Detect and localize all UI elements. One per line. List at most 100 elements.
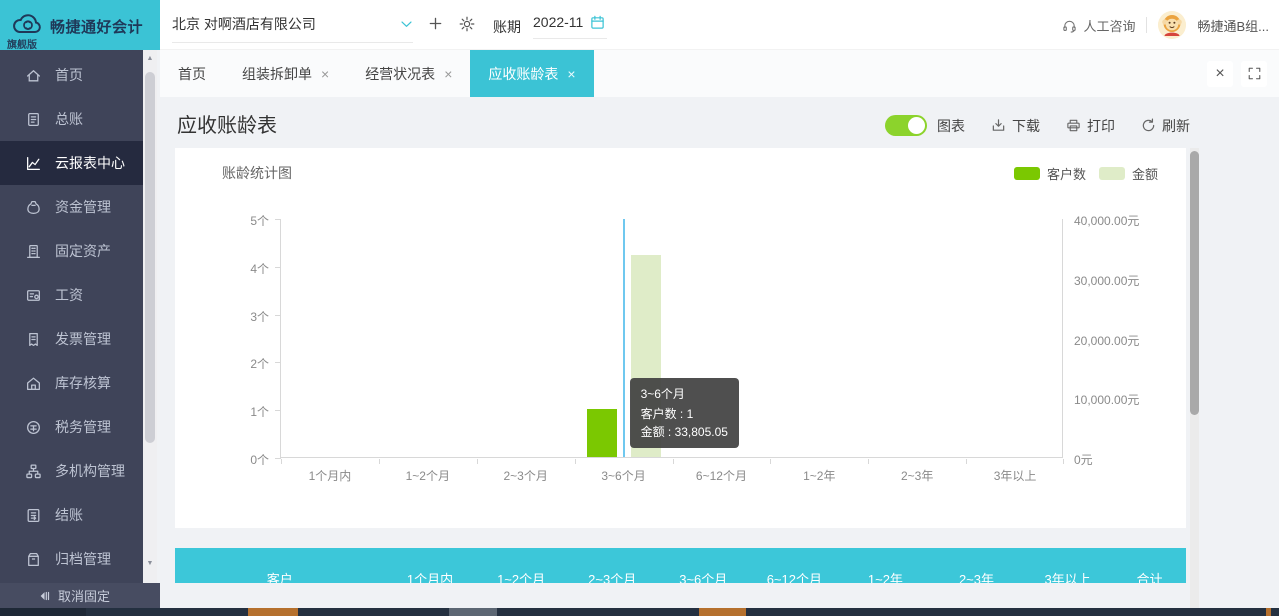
x-axis-label: 3~6个月 [601,469,646,483]
print-label: 打印 [1087,117,1115,134]
sidebar-scrollbar-thumb[interactable] [145,72,155,443]
settings-button[interactable] [459,16,475,37]
os-taskbar-strip [0,608,1279,616]
unpin-sidebar-button[interactable]: 取消固定 [0,583,160,608]
sidebar-nav: 首页 总账 云报表中心 资金管理 固定资产 工资 发票管理 库存核算 税务管理 … [0,50,143,583]
sidebar-item-label: 多机构管理 [55,463,125,479]
column-header: 2~3年 [958,572,995,583]
tooltip-line: 金额 : 33,805.05 [640,425,728,439]
close-icon: × [1215,64,1225,82]
tab-home[interactable]: 首页 [160,50,224,97]
user-avatar[interactable] [1158,11,1187,39]
left-axis-tick [275,458,281,459]
left-axis-tick [275,314,281,316]
sidebar-item-label: 资金管理 [55,199,111,215]
tab-label: 组装拆卸单 [242,65,312,82]
sidebar-item-inventory[interactable]: 库存核算 [0,361,143,405]
customers-swatch [1013,167,1040,180]
taskbar-segment [699,608,746,616]
company-selector[interactable]: 北京 对啊酒店有限公司 [172,14,413,43]
x-axis-tick [281,459,282,464]
left-axis-tick [275,219,281,220]
sidebar-item-salary[interactable]: 工资 [0,273,143,317]
column-header: 6~12个月 [766,572,822,583]
close-tab-icon[interactable]: × [567,65,576,82]
left-axis-label: 0个 [250,453,269,467]
left-axis-label: 2个 [250,357,269,372]
amount-swatch [1098,167,1125,180]
sidebar-item-home[interactable]: 首页 [0,53,143,97]
unpin-icon [40,590,50,601]
chart-title: 账龄统计图 [222,165,292,181]
close-tab-icon[interactable]: × [444,65,453,82]
refresh-label: 刷新 [1162,117,1190,134]
bar-chart-plot: 1个月内 1~2个月 2~3个月 3~6个月 6~12个月 1~2年 2~3年 3年以上 5个 4… [250,214,1139,483]
calendar-icon [591,15,605,29]
column-header: 合计 [1136,572,1163,583]
tab-bar: 首页 组装拆卸单 × 经营状况表 × 应收账龄表 × × [160,50,1279,97]
period-picker[interactable]: 2022-11 [533,14,607,39]
tab-assembly-order[interactable]: 组装拆卸单 × [224,50,347,97]
org-chart-icon [26,463,41,478]
sidebar-item-label: 结账 [55,507,83,523]
sidebar-item-invoice[interactable]: 发票管理 [0,317,143,361]
support-button[interactable]: 人工咨询 [1062,16,1135,35]
left-axis-label: 5个 [250,214,269,228]
scroll-up-icon[interactable]: ▲ [146,55,154,62]
add-account-button[interactable] [428,16,443,36]
sidebar-item-fixed-assets[interactable]: 固定资产 [0,229,143,273]
x-axis-tick [868,459,870,464]
left-axis-label: 3个 [250,309,269,324]
x-axis-label: 3年以上 [993,469,1037,483]
close-tab-icon[interactable]: × [321,65,330,82]
left-axis-label: 1个 [250,405,269,420]
book-arrow-icon [27,508,40,522]
chart-tooltip: 3~6个月 客户数 : 1 金额 : 33,805.05 [629,378,739,448]
period-label: 账期 [493,19,521,35]
x-axis-tick [378,459,380,464]
legend-item-amount[interactable]: 金额 [1098,164,1158,183]
tab-operating-report[interactable]: 经营状况表 × [347,50,470,97]
fullscreen-icon [1248,67,1260,80]
right-axis-label: 40,000.00元 [1074,214,1140,228]
x-axis-tick [672,459,674,464]
headset-icon [1063,20,1077,33]
taskbar-segment [449,608,497,616]
sidebar-item-general-ledger[interactable]: 总账 [0,97,143,141]
print-button[interactable]: 打印 [1066,116,1115,136]
user-name[interactable]: 畅捷通B组... [1197,18,1269,34]
scroll-down-icon[interactable]: ▼ [146,560,154,567]
sidebar-item-cloud-report-center[interactable]: 云报表中心 [0,141,143,185]
divider [1146,17,1148,33]
refresh-button[interactable]: 刷新 [1141,116,1190,136]
brand-edition-badge: 旗舰版 [7,40,37,51]
sidebar-item-tax[interactable]: 税务管理 [0,405,143,449]
right-axis-label: 30,000.00元 [1074,273,1140,288]
right-axis-label: 10,000.00元 [1074,393,1140,408]
taskbar-segment [248,608,298,616]
taskbar-segment [0,608,86,616]
fullscreen-button[interactable] [1241,60,1267,87]
download-button[interactable]: 下载 [991,116,1040,136]
printer-icon [1067,119,1080,132]
building-icon [27,244,40,258]
salary-card-icon [27,289,40,301]
right-axis-label: 0元 [1074,453,1093,467]
x-axis-label: 2~3个月 [503,469,548,483]
sidebar-item-archive[interactable]: 归档管理 [0,537,143,581]
receipt-icon [29,332,38,346]
tabbar-actions: × [1207,50,1279,97]
legend-item-customers[interactable]: 客户数 [1013,164,1086,183]
tab-receivable-aging[interactable]: 应收账龄表 × [470,50,594,97]
sidebar-item-funds[interactable]: 资金管理 [0,185,143,229]
sidebar-item-multi-org[interactable]: 多机构管理 [0,449,143,493]
column-header: 1个月内 [406,572,454,583]
sidebar-item-closing[interactable]: 结账 [0,493,143,537]
chart-view-toggle[interactable] [885,115,927,136]
main-scrollbar-thumb[interactable] [1190,151,1199,415]
x-axis-tick [1063,459,1064,464]
close-all-tabs-button[interactable]: × [1207,60,1233,87]
monkey-avatar-icon [1158,11,1187,39]
left-axis-tick [275,410,281,412]
